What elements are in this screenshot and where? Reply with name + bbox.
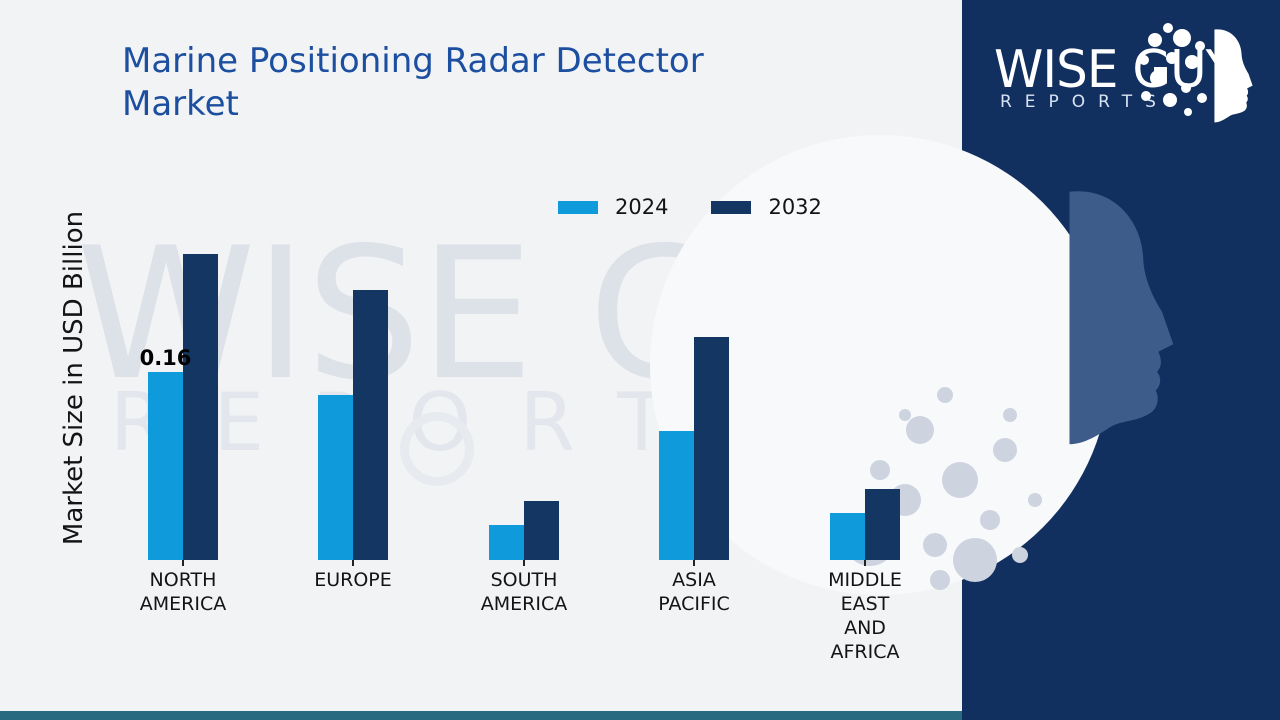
decorative-dot: [953, 538, 997, 582]
decorative-dot: [906, 416, 934, 444]
page-title-line1: Marine Positioning Radar Detector: [122, 41, 704, 81]
decorative-dot: [923, 533, 947, 557]
chart-legend: 2024 2032: [558, 195, 822, 219]
category-label: SOUTH AMERICA: [480, 569, 568, 615]
page-title: Marine Positioning Radar Detector Market: [122, 40, 882, 126]
decorative-dot: [980, 510, 1000, 530]
bar-2032-north-america: [183, 254, 218, 560]
decorative-dot: [1173, 29, 1191, 47]
x-axis-tick: [693, 560, 695, 566]
category-label: EUROPE: [314, 569, 392, 591]
decorative-dot: [1148, 33, 1162, 47]
bar-2024-south-america: [489, 525, 524, 560]
legend-swatch-2024: [558, 200, 598, 214]
x-axis-tick: [864, 560, 866, 566]
bar-2032-middle-east-and-africa: [865, 489, 900, 560]
bar-2032-asia-pacific: [694, 337, 729, 560]
legend-label-2024: 2024: [615, 195, 669, 219]
decorative-dot: [1150, 70, 1166, 86]
decorative-dot: [1163, 23, 1173, 33]
logo-subtitle: REPORTS: [1000, 92, 1169, 112]
bar-2024-europe: [318, 395, 353, 560]
decorative-dot: [942, 462, 978, 498]
bar-2032-europe: [353, 290, 388, 560]
decorative-dot: [930, 570, 950, 590]
x-axis-tick: [182, 560, 184, 566]
decorative-dot: [1139, 55, 1149, 65]
decorative-dot: [993, 438, 1017, 462]
bar-2024-asia-pacific: [659, 431, 694, 560]
decorative-dot: [937, 387, 953, 403]
decorative-dot: [870, 460, 890, 480]
logo-face-icon: [1214, 29, 1253, 123]
decorative-dot: [1003, 408, 1017, 422]
y-axis-label: Market Size in USD Billion: [59, 210, 89, 546]
category-label: MIDDLE EAST AND AFRICA: [828, 569, 902, 663]
decorative-dot: [1181, 83, 1191, 93]
decorative-dot: [1141, 91, 1151, 101]
category-label: NORTH AMERICA: [139, 569, 227, 615]
bar-value-label: 0.16: [139, 346, 192, 370]
legend-label-2032: 2032: [768, 195, 822, 219]
decorative-dot: [1185, 55, 1199, 69]
watermark-ring-decoration: [400, 412, 474, 486]
x-axis-tick: [523, 560, 525, 566]
bar-2024-north-america: [148, 372, 183, 560]
bar-2024-middle-east-and-africa: [830, 513, 865, 560]
decorative-dot: [1166, 52, 1178, 64]
decorative-dot: [1184, 108, 1192, 116]
legend-swatch-2032: [711, 200, 752, 214]
decorative-dot: [899, 409, 911, 421]
x-axis-tick: [352, 560, 354, 566]
category-label: ASIA PACIFIC: [658, 569, 730, 615]
decorative-dot: [1012, 547, 1028, 563]
decorative-dot: [1195, 41, 1205, 51]
decorative-dot: [1163, 93, 1177, 107]
footer-accent-bar: [0, 711, 962, 720]
bar-2032-south-america: [524, 501, 559, 560]
decorative-dot: [1028, 493, 1042, 507]
decorative-dot: [1197, 93, 1207, 103]
face-silhouette-icon: [1069, 191, 1174, 445]
page-title-line2: Market: [122, 84, 239, 124]
